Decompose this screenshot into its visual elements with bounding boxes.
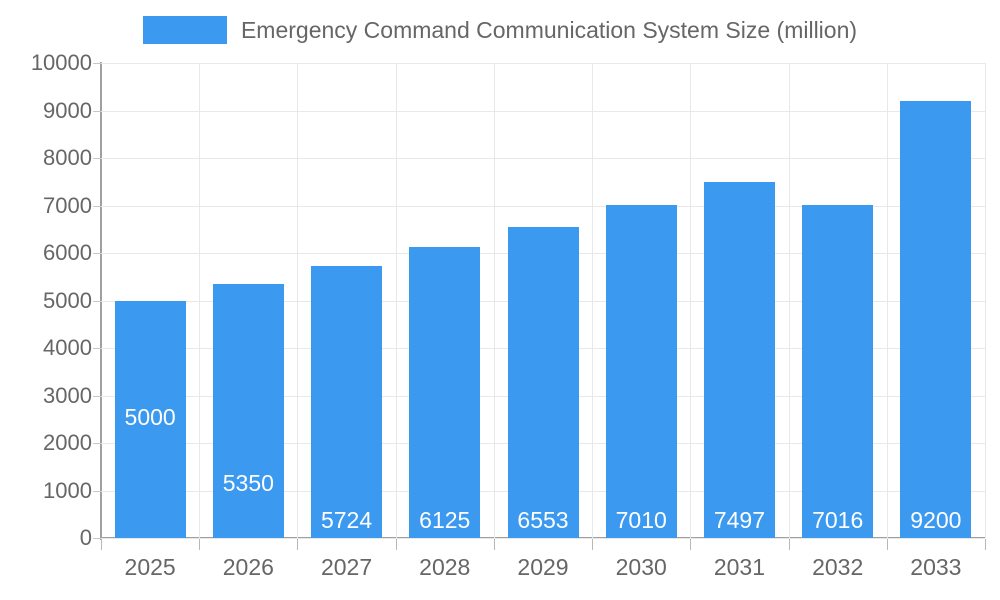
- y-axis-tick: [93, 348, 101, 349]
- gridline-vertical: [592, 63, 593, 538]
- x-axis-tick: [494, 539, 495, 550]
- gridline-vertical: [789, 63, 790, 538]
- x-axis-tick-label: 2030: [615, 554, 667, 580]
- x-axis-tick-label: 2031: [713, 554, 766, 580]
- chart-legend: Emergency Command Communication System S…: [0, 12, 1000, 48]
- bar[interactable]: [409, 247, 481, 538]
- x-axis-tick-label: 2033: [910, 554, 962, 580]
- x-axis-tick: [297, 539, 298, 550]
- bar[interactable]: [900, 101, 972, 538]
- gridline-vertical: [297, 63, 298, 538]
- x-axis-tick: [592, 539, 593, 550]
- x-axis-tick: [985, 539, 986, 550]
- gridline-vertical: [396, 63, 397, 538]
- y-axis-tick-label: 3000: [43, 382, 92, 408]
- x-axis-tick-label: 2027: [320, 554, 373, 580]
- y-axis-tick: [93, 443, 101, 444]
- legend-swatch-series-1[interactable]: [142, 16, 227, 44]
- y-axis-tick-label: 7000: [43, 192, 92, 218]
- y-axis-tick: [93, 63, 101, 64]
- y-axis-tick: [93, 205, 101, 207]
- y-axis-labels: 0 1000 2000 3000 4000 5000 6000 7000 8000 9000 100…: [0, 0, 92, 600]
- y-axis-tick-label: 1000: [43, 477, 92, 503]
- y-axis-tick-label: 9000: [43, 97, 92, 123]
- y-axis-tick-label: 4000: [43, 335, 92, 360]
- gridline-vertical: [887, 63, 888, 538]
- y-axis-tick-label: 10000: [30, 50, 92, 75]
- y-axis-tick-label: 6000: [43, 240, 92, 265]
- gridline-horizontal: [101, 158, 985, 159]
- x-axis-tick-label: 2032: [812, 554, 864, 580]
- y-axis-tick: [93, 490, 101, 492]
- gridline-vertical: [494, 63, 495, 538]
- gridline-vertical: [985, 63, 986, 538]
- gridline-vertical: [690, 63, 691, 538]
- y-axis-tick: [93, 395, 101, 397]
- y-axis-tick: [93, 300, 101, 302]
- y-axis-tick-label: 2000: [43, 430, 92, 455]
- x-axis-tick-label: 2028: [419, 554, 471, 580]
- x-axis-tick: [690, 539, 691, 550]
- gridline-horizontal: [101, 538, 985, 539]
- gridline-horizontal: [101, 110, 985, 112]
- y-axis-tick-label: 0: [79, 525, 92, 550]
- bar[interactable]: [114, 300, 186, 538]
- bar[interactable]: [507, 226, 579, 538]
- gridline-horizontal: [101, 63, 985, 64]
- x-axis-tick: [789, 539, 790, 550]
- bar[interactable]: [311, 266, 383, 538]
- x-axis-tick: [887, 539, 888, 550]
- y-axis-tick-label: 8000: [43, 145, 92, 170]
- plot-area: 5000 5350 5724 6125 6553 7010 7497 7016 9200: [101, 63, 986, 539]
- bar[interactable]: [802, 204, 874, 538]
- x-axis-tick: [199, 539, 200, 550]
- x-axis-tick-label: 2026: [222, 554, 274, 580]
- legend-label-series-1[interactable]: Emergency Command Communication System S…: [240, 17, 858, 43]
- y-axis-tick: [93, 538, 101, 539]
- x-axis-tick: [101, 539, 102, 550]
- bar[interactable]: [703, 181, 775, 538]
- y-axis-tick: [93, 158, 101, 159]
- bar[interactable]: [212, 283, 284, 538]
- gridline-horizontal: [101, 205, 985, 207]
- x-axis-tick-label: 2025: [124, 554, 176, 580]
- x-axis-labels: 2025 2026 2027 2028 2029 2030 2031 2032 2033: [101, 554, 985, 590]
- y-axis-tick: [93, 253, 101, 254]
- gridline-vertical: [199, 63, 200, 538]
- x-axis-tick: [396, 539, 397, 550]
- x-axis-tick-label: 2029: [517, 554, 569, 580]
- bar[interactable]: [605, 205, 677, 538]
- y-axis-tick-label: 5000: [43, 287, 92, 313]
- y-axis-tick: [93, 110, 101, 112]
